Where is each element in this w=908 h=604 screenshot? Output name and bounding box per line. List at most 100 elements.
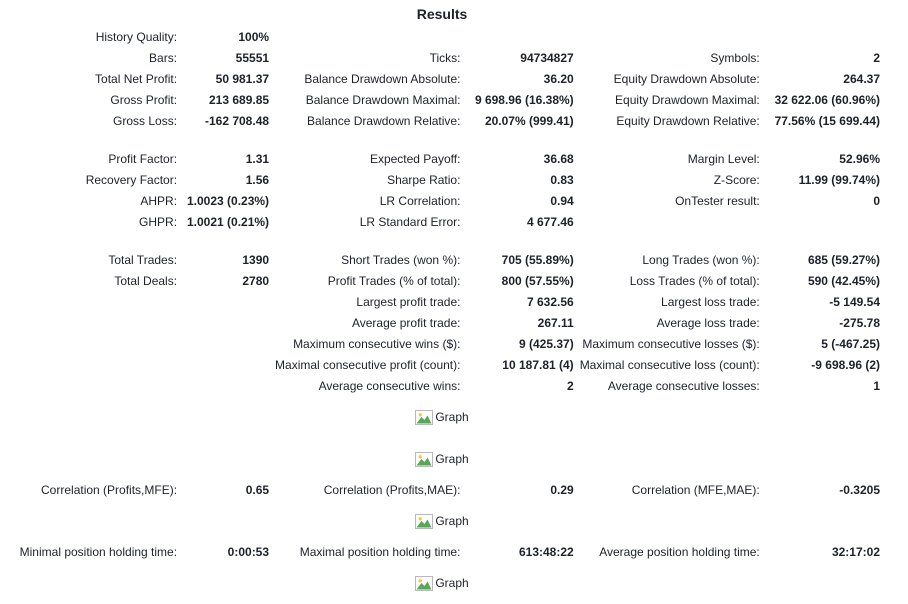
stat-label: Minimal position holding time: — [19, 544, 178, 559]
graph-cell: Graph — [0, 438, 884, 479]
stat-value: 0.83 — [550, 173, 574, 187]
stat-label: Profit Factor: — [108, 152, 178, 166]
results-table: History Quality: 100% Bars: 55551 Ticks: 9473… — [0, 27, 884, 604]
stat-value: 9 698.96 (16.38%) — [474, 93, 574, 107]
stat-row: Correlation (Profits,MFE): 0.65 Correlatio… — [0, 480, 884, 501]
stat-value: -162 708.48 — [204, 114, 270, 128]
stat-label: Gross Profit: — [110, 93, 178, 107]
stat-value: -9 698.96 (2) — [811, 358, 880, 372]
stat-label: Maximal consecutive profit (count): — [275, 358, 461, 372]
stat-value: 7 632.56 — [526, 295, 574, 309]
stat-value — [179, 334, 273, 355]
graph-placeholder: Graph — [415, 451, 469, 467]
stat-label: Largest profit trade: — [356, 295, 461, 309]
stat-label: Ticks: — [429, 51, 461, 65]
stat-row: AHPR: 1.0023 (0.23%) LR Correlation: 0.94 On… — [0, 191, 884, 212]
stat-value: 613:48:22 — [518, 544, 574, 559]
stat-row: Maximal consecutive profit (count): 10 18… — [0, 355, 884, 376]
stat-label — [578, 27, 762, 48]
stat-label: Z-Score: — [713, 173, 760, 187]
stat-value: 800 (57.55%) — [501, 274, 574, 288]
stat-label — [578, 212, 762, 233]
graph-placeholder: Graph — [415, 410, 469, 426]
stat-row: Average profit trade: 267.11 Average loss … — [0, 313, 884, 334]
stat-value: 77.56% (15 699.44) — [774, 114, 880, 128]
page-title: Results — [416, 6, 468, 22]
graph-row: Graph — [0, 501, 884, 542]
stat-value: -5 149.54 — [829, 295, 880, 309]
stat-label — [0, 334, 179, 355]
stat-value — [179, 355, 273, 376]
stat-row: Largest profit trade: 7 632.56 Largest los… — [0, 292, 884, 313]
results-table-body: History Quality: 100% Bars: 55551 Ticks: 9473… — [0, 27, 884, 604]
stat-value — [179, 292, 273, 313]
stat-label: Symbols: — [710, 51, 760, 65]
stat-label: Short Trades (won %): — [341, 253, 461, 267]
stat-value: 4 677.46 — [526, 215, 574, 229]
stat-value: 1.56 — [245, 173, 270, 187]
stat-value: -0.3205 — [839, 482, 880, 497]
stat-label: Average consecutive wins: — [318, 379, 461, 393]
graph-cell: Graph — [0, 397, 884, 438]
stat-value: 5 (-467.25) — [821, 337, 880, 351]
stat-label: Recovery Factor: — [85, 173, 178, 187]
stat-value: 100% — [238, 30, 270, 44]
stat-label: Maximum consecutive wins ($): — [293, 337, 461, 351]
stat-label: Bars: — [149, 51, 178, 65]
stat-value: 1 — [873, 379, 880, 393]
stat-value: 0.65 — [245, 482, 270, 497]
stat-label: Correlation (Profits,MAE): — [323, 482, 461, 497]
broken-image-icon — [415, 451, 434, 467]
stat-row: Gross Loss: -162 708.48 Balance Drawdown R… — [0, 111, 884, 132]
stat-value: 1.31 — [245, 152, 270, 166]
graph-row: Graph — [0, 397, 884, 438]
graph-alt-text: Graph — [435, 576, 469, 591]
stat-label: Balance Drawdown Maximal: — [305, 93, 461, 107]
graph-placeholder: Graph — [415, 513, 469, 529]
stat-value: 0.29 — [550, 482, 574, 497]
stat-label: Profit Trades (% of total): — [327, 274, 461, 288]
stat-label: Average consecutive losses: — [607, 379, 760, 393]
stat-label: Average loss trade: — [656, 316, 760, 330]
stat-value: 705 (55.89%) — [501, 253, 574, 267]
stat-label: Equity Drawdown Relative: — [616, 114, 760, 128]
stat-value: 36.20 — [543, 72, 574, 86]
stat-value: 267.11 — [537, 316, 574, 330]
stat-label: OnTester result: — [675, 194, 760, 208]
stat-label: Long Trades (won %): — [642, 253, 760, 267]
stat-label — [273, 27, 462, 48]
stat-value: -275.78 — [839, 316, 880, 330]
stat-label — [0, 313, 179, 334]
stat-value: 264.37 — [843, 72, 880, 86]
stat-label: Correlation (Profits,MFE): — [41, 482, 178, 497]
stat-value: 0 — [873, 194, 880, 208]
stat-row: Total Trades: 1390 Short Trades (won %): 70… — [0, 250, 884, 271]
stat-value: 55551 — [235, 51, 270, 65]
stat-label: Gross Loss: — [113, 114, 178, 128]
stat-row: Recovery Factor: 1.56 Sharpe Ratio: 0.83 Z-S… — [0, 170, 884, 191]
stat-value: 2 — [567, 379, 574, 393]
stat-label: Total Net Profit: — [95, 72, 178, 86]
stat-label: Equity Drawdown Maximal: — [615, 93, 760, 107]
stat-row: Bars: 55551 Ticks: 94734827 Symbols: 2 — [0, 48, 884, 69]
graph-row: Graph — [0, 563, 884, 604]
stat-value: 10 187.81 (4) — [502, 358, 574, 372]
stat-value: 94734827 — [520, 51, 574, 65]
stat-value: 32:17:02 — [831, 544, 880, 559]
stat-row: History Quality: 100% — [0, 27, 884, 48]
stat-label — [0, 376, 179, 397]
broken-image-icon — [415, 576, 434, 592]
graph-cell: Graph — [0, 563, 884, 604]
stat-value: 52.96% — [839, 152, 880, 166]
stat-value: 590 (42.45%) — [807, 274, 880, 288]
stat-label: Average position holding time: — [599, 544, 760, 559]
stat-label: LR Correlation: — [379, 194, 461, 208]
stat-row: Maximum consecutive wins ($): 9 (425.37) M… — [0, 334, 884, 355]
stat-label: AHPR: — [140, 194, 178, 208]
stat-value: 0:00:53 — [227, 544, 270, 559]
stat-label: LR Standard Error: — [359, 215, 461, 229]
section-spacer-cell — [0, 233, 884, 250]
stat-label: Equity Drawdown Absolute: — [613, 72, 760, 86]
stat-value — [179, 313, 273, 334]
graph-alt-text: Graph — [435, 410, 469, 425]
